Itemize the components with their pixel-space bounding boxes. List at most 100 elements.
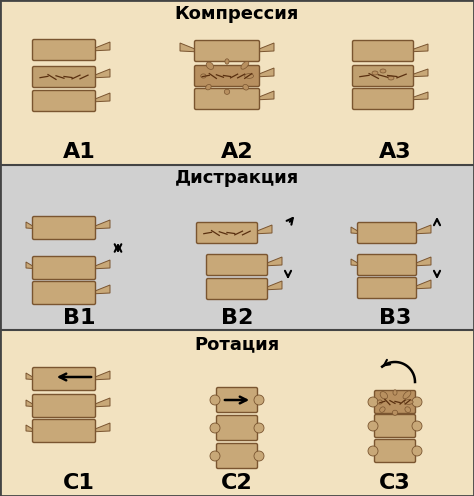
Circle shape xyxy=(254,451,264,461)
Ellipse shape xyxy=(245,73,254,78)
Circle shape xyxy=(412,421,422,431)
FancyBboxPatch shape xyxy=(33,90,95,112)
Polygon shape xyxy=(180,43,196,52)
Bar xyxy=(0,330,474,496)
Ellipse shape xyxy=(243,84,248,90)
Ellipse shape xyxy=(393,390,397,395)
FancyBboxPatch shape xyxy=(33,394,95,418)
Circle shape xyxy=(368,397,378,407)
Polygon shape xyxy=(94,69,110,78)
Text: Дистракция: Дистракция xyxy=(175,169,299,187)
Ellipse shape xyxy=(404,400,413,404)
Bar xyxy=(0,0,474,165)
FancyBboxPatch shape xyxy=(374,439,416,462)
Text: A2: A2 xyxy=(221,142,253,162)
Polygon shape xyxy=(258,43,274,52)
Ellipse shape xyxy=(225,59,229,64)
Polygon shape xyxy=(26,400,34,407)
Polygon shape xyxy=(351,259,359,265)
Polygon shape xyxy=(94,93,110,102)
FancyBboxPatch shape xyxy=(357,254,417,275)
FancyBboxPatch shape xyxy=(374,390,416,414)
Polygon shape xyxy=(415,280,431,289)
FancyBboxPatch shape xyxy=(217,416,257,440)
Polygon shape xyxy=(266,257,282,266)
Polygon shape xyxy=(26,425,34,432)
Polygon shape xyxy=(94,371,110,380)
Circle shape xyxy=(254,395,264,405)
Text: A1: A1 xyxy=(63,142,95,162)
Bar xyxy=(0,165,474,330)
Polygon shape xyxy=(26,373,34,379)
Ellipse shape xyxy=(388,76,394,80)
Polygon shape xyxy=(266,281,282,290)
FancyBboxPatch shape xyxy=(194,65,259,86)
Polygon shape xyxy=(258,91,274,100)
Text: C1: C1 xyxy=(63,473,95,493)
FancyBboxPatch shape xyxy=(33,282,95,305)
Ellipse shape xyxy=(224,89,230,94)
Circle shape xyxy=(368,421,378,431)
Circle shape xyxy=(412,446,422,456)
Polygon shape xyxy=(94,220,110,229)
FancyBboxPatch shape xyxy=(353,65,413,86)
FancyBboxPatch shape xyxy=(194,88,259,110)
FancyBboxPatch shape xyxy=(217,387,257,413)
Ellipse shape xyxy=(372,71,378,75)
FancyBboxPatch shape xyxy=(207,278,267,300)
FancyBboxPatch shape xyxy=(217,443,257,469)
Polygon shape xyxy=(94,285,110,294)
Circle shape xyxy=(210,451,220,461)
Polygon shape xyxy=(26,262,34,269)
FancyBboxPatch shape xyxy=(357,223,417,244)
Polygon shape xyxy=(415,225,431,234)
Text: C3: C3 xyxy=(379,473,411,493)
Polygon shape xyxy=(351,227,359,234)
Text: B2: B2 xyxy=(221,308,253,328)
Ellipse shape xyxy=(380,392,388,399)
FancyBboxPatch shape xyxy=(33,66,95,87)
FancyBboxPatch shape xyxy=(33,216,95,240)
Circle shape xyxy=(210,423,220,433)
FancyBboxPatch shape xyxy=(33,420,95,442)
FancyBboxPatch shape xyxy=(353,41,413,62)
Polygon shape xyxy=(94,260,110,269)
Text: A3: A3 xyxy=(379,142,411,162)
Text: B3: B3 xyxy=(379,308,411,328)
Ellipse shape xyxy=(403,391,411,399)
FancyBboxPatch shape xyxy=(33,368,95,390)
Polygon shape xyxy=(412,92,428,100)
Polygon shape xyxy=(256,225,272,234)
Text: Ротация: Ротация xyxy=(194,335,280,353)
Circle shape xyxy=(210,395,220,405)
Ellipse shape xyxy=(206,84,211,90)
Ellipse shape xyxy=(201,74,206,78)
Polygon shape xyxy=(94,42,110,51)
Ellipse shape xyxy=(405,407,410,413)
Circle shape xyxy=(368,446,378,456)
Polygon shape xyxy=(94,398,110,407)
FancyBboxPatch shape xyxy=(33,256,95,280)
FancyBboxPatch shape xyxy=(33,40,95,61)
Polygon shape xyxy=(412,44,428,52)
Ellipse shape xyxy=(377,400,383,404)
Circle shape xyxy=(254,423,264,433)
Text: C2: C2 xyxy=(221,473,253,493)
Ellipse shape xyxy=(241,62,249,69)
Ellipse shape xyxy=(206,62,214,69)
Ellipse shape xyxy=(380,407,385,412)
Polygon shape xyxy=(26,222,34,229)
Polygon shape xyxy=(258,68,274,77)
FancyBboxPatch shape xyxy=(353,88,413,110)
Text: Компрессия: Компрессия xyxy=(175,5,299,23)
Ellipse shape xyxy=(380,69,386,73)
Polygon shape xyxy=(412,69,428,77)
Text: B1: B1 xyxy=(63,308,95,328)
FancyBboxPatch shape xyxy=(207,254,267,275)
FancyBboxPatch shape xyxy=(197,223,257,244)
FancyBboxPatch shape xyxy=(194,41,259,62)
Polygon shape xyxy=(94,423,110,432)
Ellipse shape xyxy=(392,410,398,415)
FancyBboxPatch shape xyxy=(374,415,416,437)
Polygon shape xyxy=(415,257,431,266)
